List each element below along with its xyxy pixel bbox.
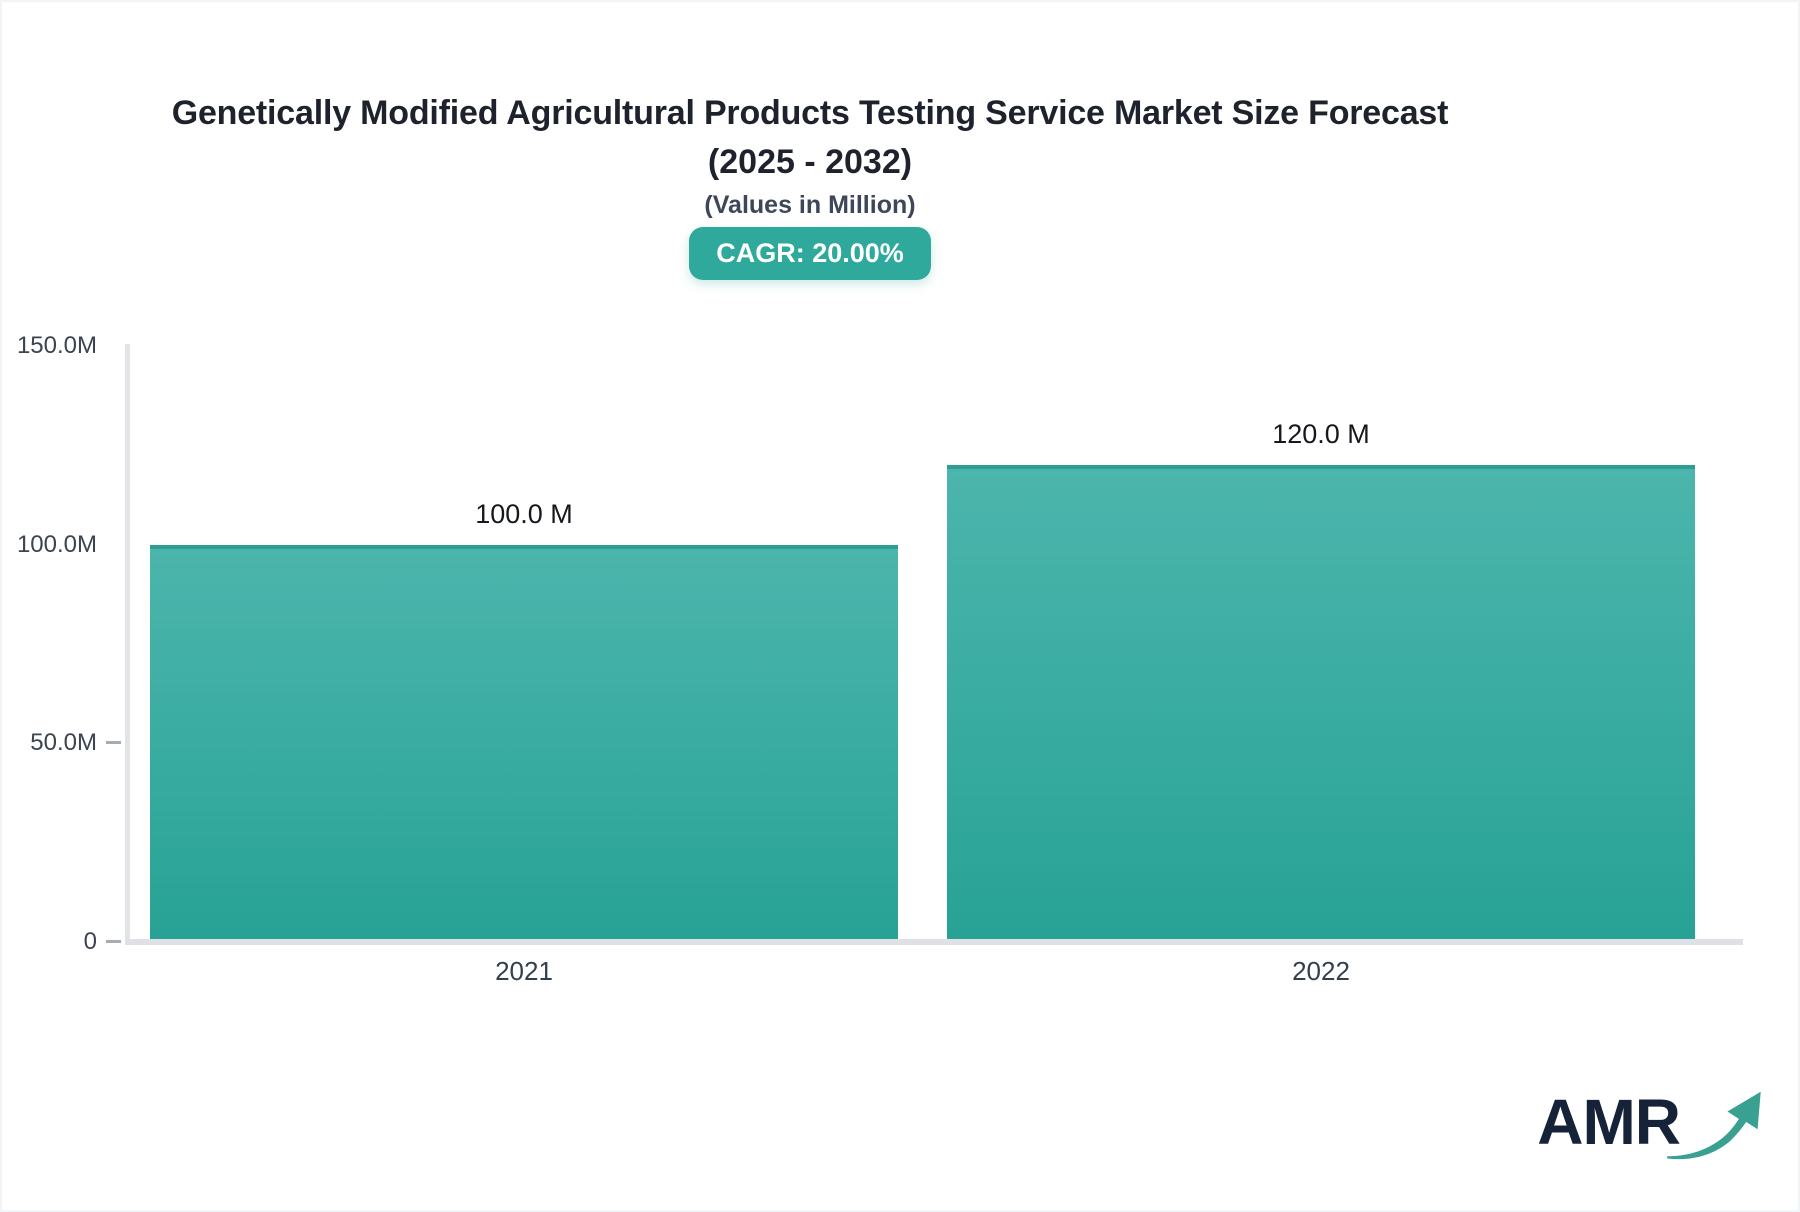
y-axis-tick-mark: [106, 741, 121, 745]
bar-2021: [150, 545, 898, 942]
growth-arrow-icon: [1667, 1091, 1761, 1160]
cagr-badge: CAGR: 20.00%: [689, 227, 931, 280]
amr-logo: AMR: [1537, 1082, 1768, 1166]
chart-subtitle: (Values in Million): [704, 191, 916, 219]
y-axis-tick-mark: [106, 940, 121, 943]
x-axis-label: 2022: [1292, 956, 1350, 986]
x-axis-line: [125, 939, 1743, 945]
y-axis-line: [125, 344, 130, 945]
chart-title-years: (2025 - 2032): [707, 143, 913, 181]
chart-title: Genetically Modified Agricultural Produc…: [171, 94, 1449, 132]
y-axis-tick-label: 50.0M: [30, 729, 97, 757]
y-axis-tick-label: 0: [83, 928, 97, 955]
y-axis-tick-label: 100.0M: [16, 530, 97, 558]
bar-value-label: 120.0 M: [1272, 419, 1370, 449]
bar-value-label: 100.0 M: [475, 499, 573, 529]
bar-2022: [947, 465, 1695, 942]
amr-logo-text: AMR: [1537, 1086, 1681, 1158]
y-axis-labels: 0 50.0M 100.0M 150.0M: [0, 332, 97, 955]
x-axis-label: 2021: [495, 956, 553, 986]
chart-header: Genetically Modified Agricultural Produc…: [0, 88, 1620, 280]
y-axis-tick-label: 150.0M: [16, 332, 97, 359]
plot-area: 100.0 M 2021 120.0 M 2022: [130, 346, 1743, 986]
